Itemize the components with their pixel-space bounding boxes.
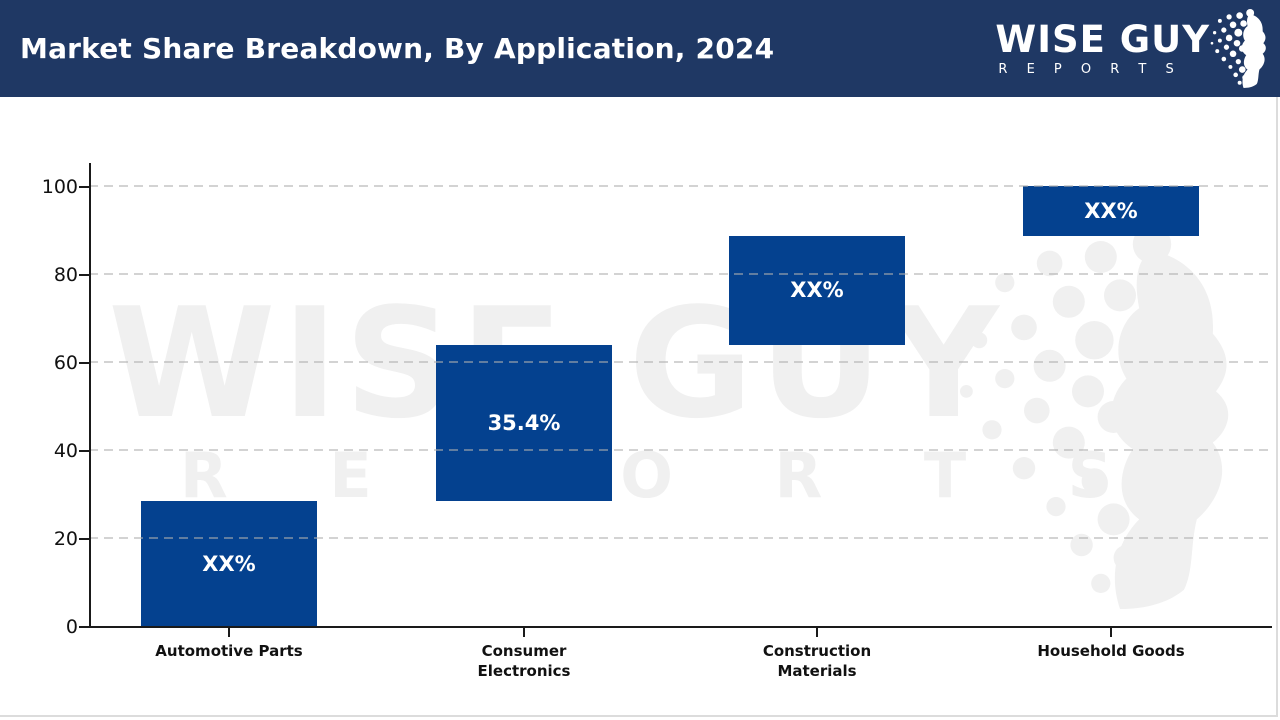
brand-head-icon: [1204, 9, 1270, 88]
gridline: [89, 361, 1272, 363]
x-axis-label: Construction Materials: [762, 642, 872, 681]
y-axis-tick-mark: [79, 538, 89, 540]
chart-title: Market Share Breakdown, By Application, …: [20, 32, 775, 65]
x-axis-label: Consumer Electronics: [477, 642, 571, 681]
brand-name: WISE GUY: [995, 17, 1210, 61]
x-axis-label: Automotive Parts: [155, 642, 303, 660]
header-bar: Market Share Breakdown, By Application, …: [0, 0, 1280, 97]
y-axis-tick-mark: [79, 626, 89, 628]
x-axis-tick-mark: [816, 628, 818, 637]
brand-logo: WISE GUY R E P O R T S: [995, 9, 1280, 88]
brand-wordmark: WISE GUY R E P O R T S: [995, 21, 1210, 77]
y-axis-tick-mark: [79, 450, 89, 452]
bar-household-goods: XX%: [1023, 186, 1199, 236]
watermark-text: R E P O R T S: [180, 439, 1153, 512]
bar-construction-materials: XX%: [729, 235, 905, 346]
y-axis-tick-label: 40: [53, 440, 78, 462]
y-axis-tick-label: 100: [41, 176, 78, 198]
y-axis-tick-mark: [79, 186, 89, 188]
y-axis-tick-mark: [79, 274, 89, 276]
y-axis-tick-label: 20: [53, 528, 78, 550]
bar-value-label: 35.4%: [487, 411, 561, 436]
gridline: [89, 449, 1272, 451]
y-axis-tick-mark: [79, 362, 89, 364]
gridline: [89, 185, 1272, 187]
bar-value-label: XX%: [1084, 198, 1138, 223]
watermark-head-icon: [928, 225, 1248, 609]
y-axis-line: [89, 163, 91, 628]
x-axis-line: [89, 626, 1272, 628]
chart-canvas: WISE GUY R E P O R T S 0 20 40 60 80 100 XX% Au…: [0, 97, 1280, 720]
bar-automotive-parts: XX%: [141, 501, 317, 626]
y-axis-tick-label: 60: [53, 352, 78, 374]
gridline: [89, 273, 1272, 275]
x-axis-tick-mark: [228, 628, 230, 637]
bar-value-label: XX%: [202, 551, 256, 576]
y-axis-tick-label: 80: [53, 264, 78, 286]
x-axis-tick-mark: [1110, 628, 1112, 637]
brand-subtitle: R E P O R T S: [998, 61, 1182, 77]
gridline: [89, 537, 1272, 539]
x-axis-tick-mark: [523, 628, 525, 637]
x-axis-label: Household Goods: [1037, 642, 1185, 660]
bar-consumer-electronics: 35.4%: [436, 345, 612, 502]
bar-value-label: XX%: [790, 278, 844, 303]
y-axis-tick-label: 0: [65, 616, 78, 638]
